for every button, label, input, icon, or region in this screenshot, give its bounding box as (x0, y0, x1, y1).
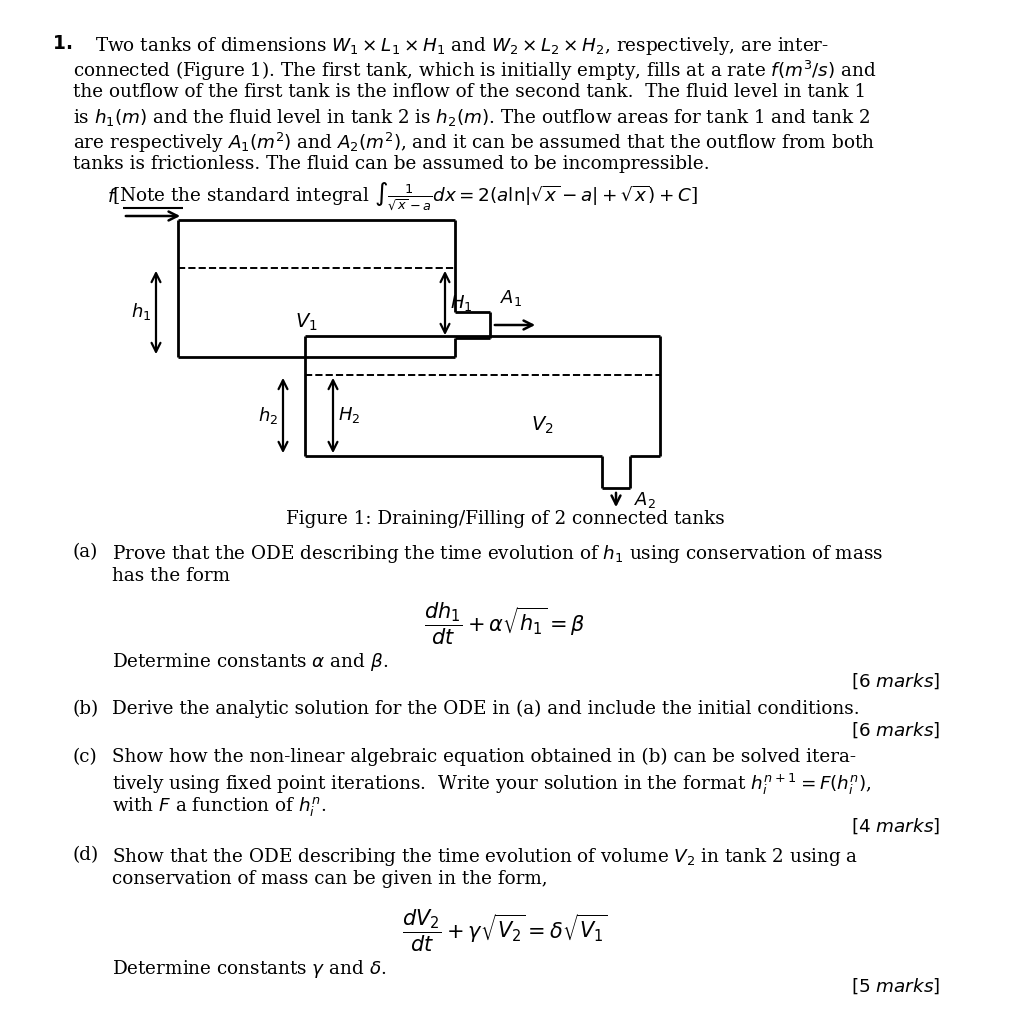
Text: $h_2$: $h_2$ (258, 404, 278, 426)
Text: $V_2$: $V_2$ (531, 415, 553, 435)
Text: Figure 1: Draining/Filling of 2 connected tanks: Figure 1: Draining/Filling of 2 connecte… (286, 510, 724, 528)
Text: $A_1$: $A_1$ (500, 288, 522, 308)
Text: tanks is frictionless. The fluid can be assumed to be incompressible.: tanks is frictionless. The fluid can be … (73, 155, 710, 173)
Text: $\it{[5\ marks]}$: $\it{[5\ marks]}$ (850, 976, 940, 996)
Text: Derive the analytic solution for the ODE in (a) and include the initial conditio: Derive the analytic solution for the ODE… (112, 700, 859, 719)
Text: are respectively $A_1(m^2)$ and $A_2(m^2)$, and it can be assumed that the outfl: are respectively $A_1(m^2)$ and $A_2(m^2… (73, 131, 875, 155)
Text: $H_1$: $H_1$ (450, 293, 472, 313)
Text: $\mathbf{1.}$: $\mathbf{1.}$ (52, 35, 72, 53)
Text: $H_2$: $H_2$ (338, 405, 360, 425)
Text: $\dfrac{dV_2}{dt} + \gamma\sqrt{V_2} = \delta\sqrt{V_1}$: $\dfrac{dV_2}{dt} + \gamma\sqrt{V_2} = \… (402, 908, 608, 954)
Text: (a): (a) (73, 543, 98, 561)
Text: the outflow of the first tank is the inflow of the second tank.  The fluid level: the outflow of the first tank is the inf… (73, 83, 866, 101)
Text: $h_1$: $h_1$ (130, 302, 151, 323)
Text: $\it{[6\ marks]}$: $\it{[6\ marks]}$ (850, 720, 940, 739)
Text: $V_1$: $V_1$ (294, 311, 317, 333)
Text: Determine constants $\alpha$ and $\beta$.: Determine constants $\alpha$ and $\beta$… (112, 651, 388, 673)
Text: connected (Figure 1). The first tank, which is initially empty, fills at a rate : connected (Figure 1). The first tank, wh… (73, 59, 877, 83)
Text: Two tanks of dimensions $W_1 \times L_1 \times H_1$ and $W_2 \times L_2 \times H: Two tanks of dimensions $W_1 \times L_1 … (95, 35, 829, 57)
Text: (d): (d) (73, 846, 99, 864)
Text: with $F$ a function of $h_i^n$.: with $F$ a function of $h_i^n$. (112, 796, 327, 819)
Text: conservation of mass can be given in the form,: conservation of mass can be given in the… (112, 870, 548, 888)
Text: $f$: $f$ (107, 188, 118, 206)
Text: has the form: has the form (112, 567, 229, 585)
Text: Determine constants $\gamma$ and $\delta$.: Determine constants $\gamma$ and $\delta… (112, 957, 386, 980)
Text: $\it{[4\ marks]}$: $\it{[4\ marks]}$ (850, 816, 940, 835)
Text: $A_2$: $A_2$ (634, 490, 656, 510)
Text: $\dfrac{dh_1}{dt} + \alpha\sqrt{h_1} = \beta$: $\dfrac{dh_1}{dt} + \alpha\sqrt{h_1} = \… (425, 601, 585, 647)
Text: tively using fixed point iterations.  Write your solution in the format $h_i^{n+: tively using fixed point iterations. Wri… (112, 772, 871, 797)
Text: (c): (c) (73, 748, 98, 766)
Text: Show how the non-linear algebraic equation obtained in (b) can be solved itera-: Show how the non-linear algebraic equati… (112, 748, 856, 766)
Text: [Note the standard integral $\int \frac{1}{\sqrt{x}-a}dx = 2(a\ln|\sqrt{x} - a| : [Note the standard integral $\int \frac{… (112, 181, 698, 213)
Text: Prove that the ODE describing the time evolution of $h_1$ using conservation of : Prove that the ODE describing the time e… (112, 543, 884, 565)
Text: Show that the ODE describing the time evolution of volume $V_2$ in tank 2 using : Show that the ODE describing the time ev… (112, 846, 858, 868)
Text: $\it{[6\ marks]}$: $\it{[6\ marks]}$ (850, 671, 940, 691)
Text: is $h_1(m)$ and the fluid level in tank 2 is $h_2(m)$. The outflow areas for tan: is $h_1(m)$ and the fluid level in tank … (73, 107, 869, 128)
Text: (b): (b) (73, 700, 99, 718)
